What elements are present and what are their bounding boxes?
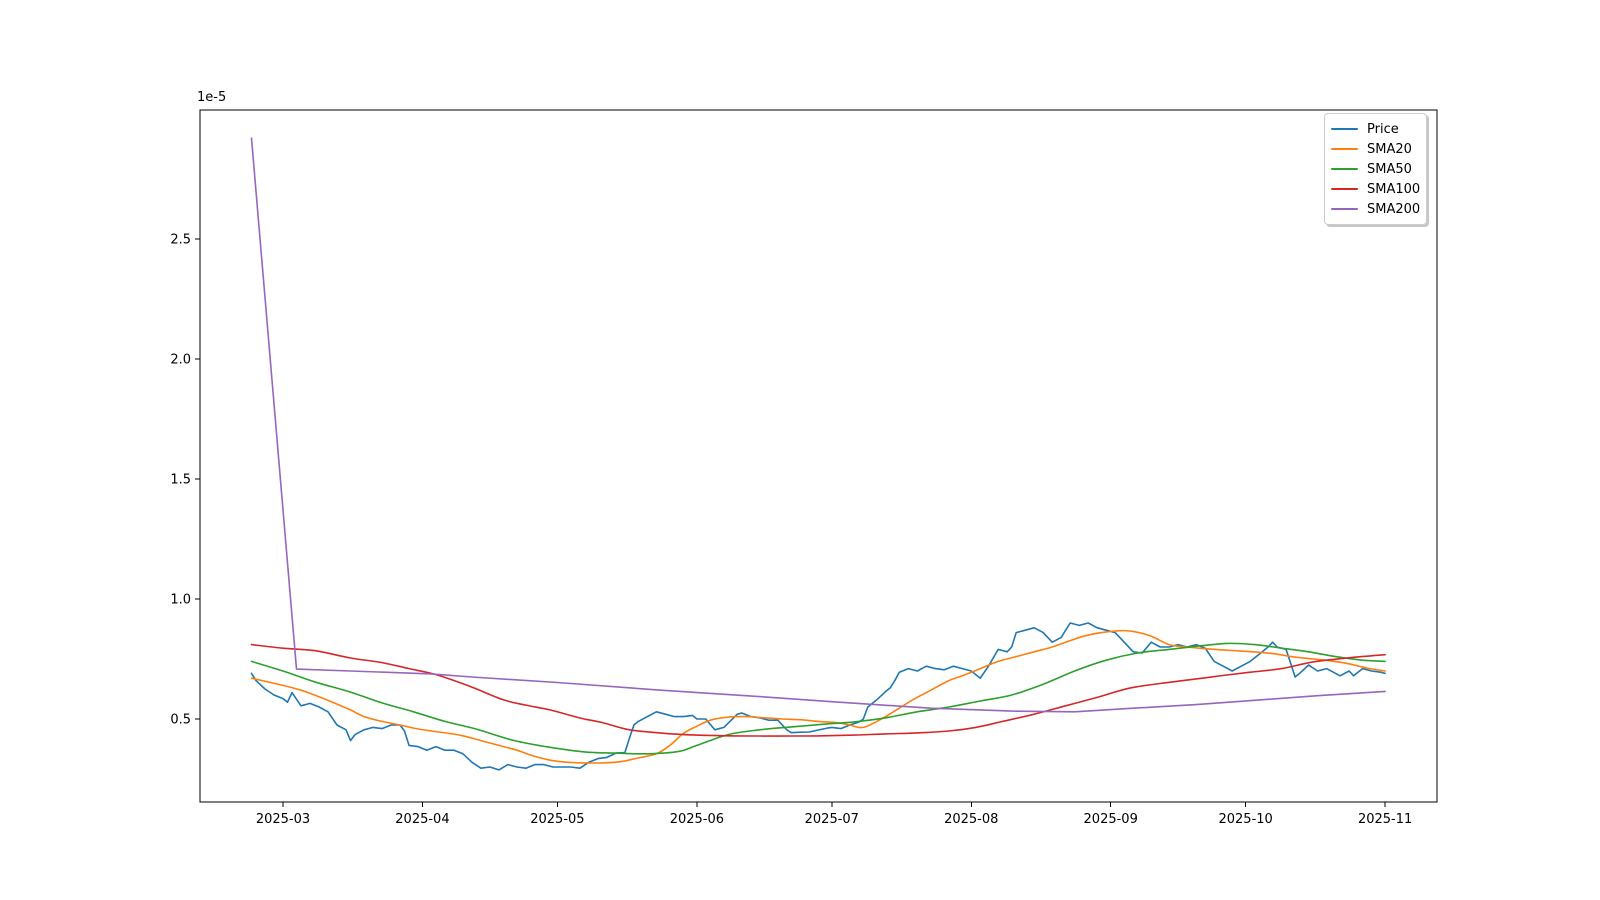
x-tick-label: 2025-04	[395, 812, 449, 827]
y-tick-label: 2.5	[170, 233, 191, 248]
legend-line-sample-icon	[1331, 168, 1358, 170]
y-tick-label: 2.0	[170, 353, 191, 368]
y-tick-label: 1.0	[170, 593, 191, 608]
x-tick-label: 2025-03	[256, 812, 310, 827]
series-line-sma20	[250, 629, 1386, 764]
legend-item-label: SMA100	[1367, 181, 1421, 197]
legend-item-label: SMA200	[1367, 201, 1421, 217]
x-tick-label: 2025-09	[1084, 812, 1138, 827]
legend-item: Price	[1331, 119, 1420, 139]
series-line-sma100	[250, 643, 1386, 737]
series-line-sma50	[250, 642, 1386, 755]
legend-item: SMA50	[1331, 159, 1420, 179]
legend-line-sample-icon	[1331, 128, 1358, 130]
x-tick-label: 2025-06	[670, 812, 724, 827]
y-tick-label: 0.5	[170, 713, 191, 728]
legend-item-label: SMA50	[1367, 161, 1412, 177]
series-line-price	[250, 622, 1386, 771]
x-tick-label: 2025-11	[1358, 812, 1412, 827]
legend-item: SMA100	[1331, 179, 1420, 199]
x-tick-label: 2025-05	[530, 812, 584, 827]
legend-item-label: SMA20	[1367, 141, 1412, 157]
legend-item: SMA20	[1331, 139, 1420, 159]
legend-line-sample-icon	[1331, 148, 1358, 150]
legend-item-label: Price	[1367, 121, 1399, 137]
legend-line-sample-icon	[1331, 208, 1358, 210]
y-tick-label: 1.5	[170, 473, 191, 488]
legend: Price SMA20 SMA50 SMA100 SMA200	[1324, 113, 1427, 225]
x-tick-label: 2025-08	[944, 812, 998, 827]
axes-frame	[199, 109, 1438, 803]
y-axis-offset-label: 1e-5	[197, 90, 227, 105]
x-tick-label: 2025-07	[805, 812, 859, 827]
legend-line-sample-icon	[1331, 188, 1358, 190]
series-line-sma200	[250, 137, 1386, 713]
legend-item: SMA200	[1331, 199, 1420, 219]
x-tick-label: 2025-10	[1218, 812, 1272, 827]
